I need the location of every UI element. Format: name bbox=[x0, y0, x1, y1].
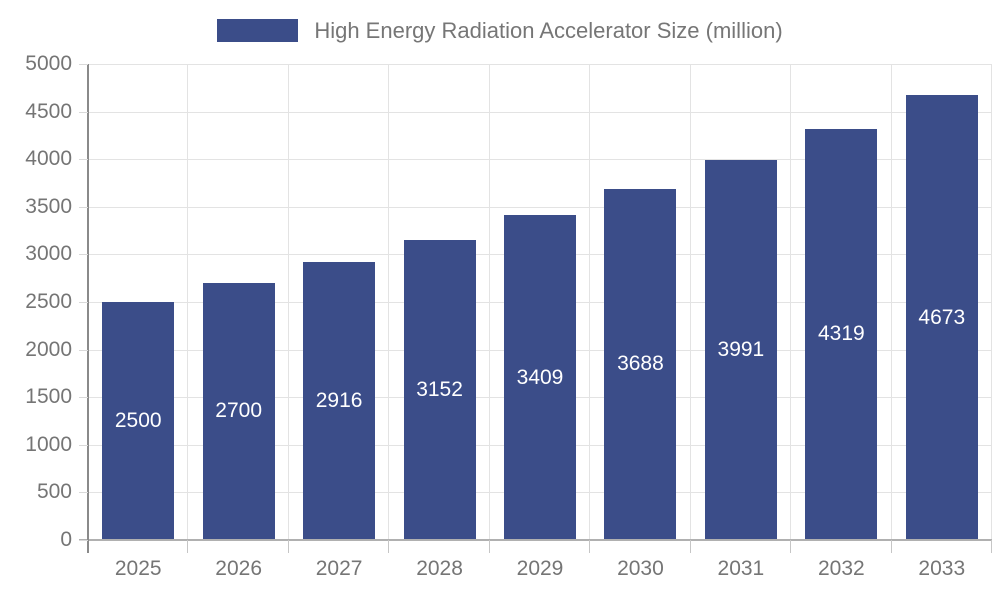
y-axis-tick bbox=[79, 302, 88, 303]
bar bbox=[504, 215, 576, 540]
h-gridline bbox=[88, 159, 992, 161]
y-axis-tick bbox=[79, 111, 88, 113]
v-gridline bbox=[589, 64, 591, 540]
x-axis-tick bbox=[388, 540, 390, 553]
bar-value-label: 2916 bbox=[315, 389, 363, 413]
x-tick-label: 2030 bbox=[617, 557, 664, 580]
y-tick-label: 3000 bbox=[25, 242, 72, 266]
x-tick-label: 2027 bbox=[315, 557, 363, 580]
bar bbox=[805, 128, 878, 540]
bar-value-label: 4319 bbox=[817, 322, 865, 346]
y-axis-tick bbox=[79, 397, 88, 399]
x-axis-tick bbox=[287, 540, 289, 553]
x-axis-tick bbox=[991, 540, 992, 553]
y-axis-tick bbox=[79, 492, 88, 494]
bar bbox=[604, 188, 677, 540]
bar bbox=[704, 160, 777, 540]
plot-area: 2500 2700 2916 3152 3409 3688 3991 4319 4673 0 500… bbox=[25, 52, 992, 580]
y-axis-tick bbox=[79, 444, 88, 446]
y-tick-label: 2000 bbox=[25, 337, 72, 361]
x-axis-tick bbox=[589, 540, 591, 553]
y-tick-label: 2500 bbox=[25, 290, 72, 313]
v-gridline bbox=[689, 64, 691, 540]
y-tick-label: 3500 bbox=[25, 194, 72, 218]
bar-value-label: 3409 bbox=[516, 365, 564, 389]
x-axis-tick bbox=[187, 540, 189, 553]
y-axis-line bbox=[87, 64, 89, 553]
v-gridline bbox=[388, 64, 390, 540]
v-gridline bbox=[790, 64, 792, 540]
x-axis-line bbox=[79, 539, 992, 541]
bar-value-label: 2700 bbox=[215, 399, 263, 423]
y-axis-tick bbox=[79, 64, 88, 65]
y-tick-label: 4000 bbox=[25, 147, 72, 171]
x-tick-label: 2033 bbox=[918, 557, 966, 580]
bar bbox=[905, 95, 978, 540]
y-axis-tick bbox=[79, 254, 88, 256]
bar bbox=[102, 302, 175, 540]
y-tick-label: 500 bbox=[36, 480, 72, 504]
legend: High Energy Radiation Accelerator Size (… bbox=[0, 17, 1000, 44]
x-tick-label: 2026 bbox=[215, 557, 263, 580]
h-gridline bbox=[88, 111, 992, 113]
v-gridline bbox=[890, 64, 892, 540]
y-axis-tick bbox=[79, 206, 88, 208]
x-tick-label: 2032 bbox=[817, 557, 865, 580]
y-tick-label: 5000 bbox=[25, 52, 72, 75]
x-axis-tick bbox=[488, 540, 490, 553]
x-axis-tick bbox=[890, 540, 892, 553]
y-tick-label: 1500 bbox=[25, 385, 72, 409]
h-gridline bbox=[88, 64, 992, 65]
v-gridline bbox=[488, 64, 490, 540]
bar-value-label: 3688 bbox=[617, 352, 664, 376]
x-tick-label: 2031 bbox=[717, 557, 765, 580]
x-tick-label: 2028 bbox=[416, 557, 463, 580]
x-axis-tick bbox=[790, 540, 792, 553]
y-tick-label: 1000 bbox=[25, 432, 72, 456]
v-gridline bbox=[991, 64, 992, 540]
x-axis-tick bbox=[689, 540, 691, 553]
y-axis-tick bbox=[79, 349, 88, 351]
bar-value-label: 4673 bbox=[918, 305, 966, 329]
v-gridline bbox=[187, 64, 189, 540]
bar-value-label: 2500 bbox=[114, 409, 162, 432]
bar-value-label: 3152 bbox=[416, 377, 463, 401]
bar bbox=[202, 282, 275, 540]
legend-label: High Energy Radiation Accelerator Size (… bbox=[314, 17, 783, 43]
x-tick-label: 2025 bbox=[114, 557, 162, 580]
bar bbox=[303, 262, 376, 540]
y-tick-label: 4500 bbox=[25, 99, 72, 123]
bar bbox=[403, 239, 476, 540]
legend-swatch bbox=[217, 19, 299, 42]
bar-value-label: 3991 bbox=[717, 338, 765, 362]
x-tick-label: 2029 bbox=[516, 557, 564, 580]
y-axis-tick bbox=[79, 540, 88, 541]
v-gridline bbox=[287, 64, 289, 540]
y-tick-label: 0 bbox=[60, 528, 72, 551]
h-gridline bbox=[88, 206, 992, 208]
y-axis-tick bbox=[79, 159, 88, 161]
